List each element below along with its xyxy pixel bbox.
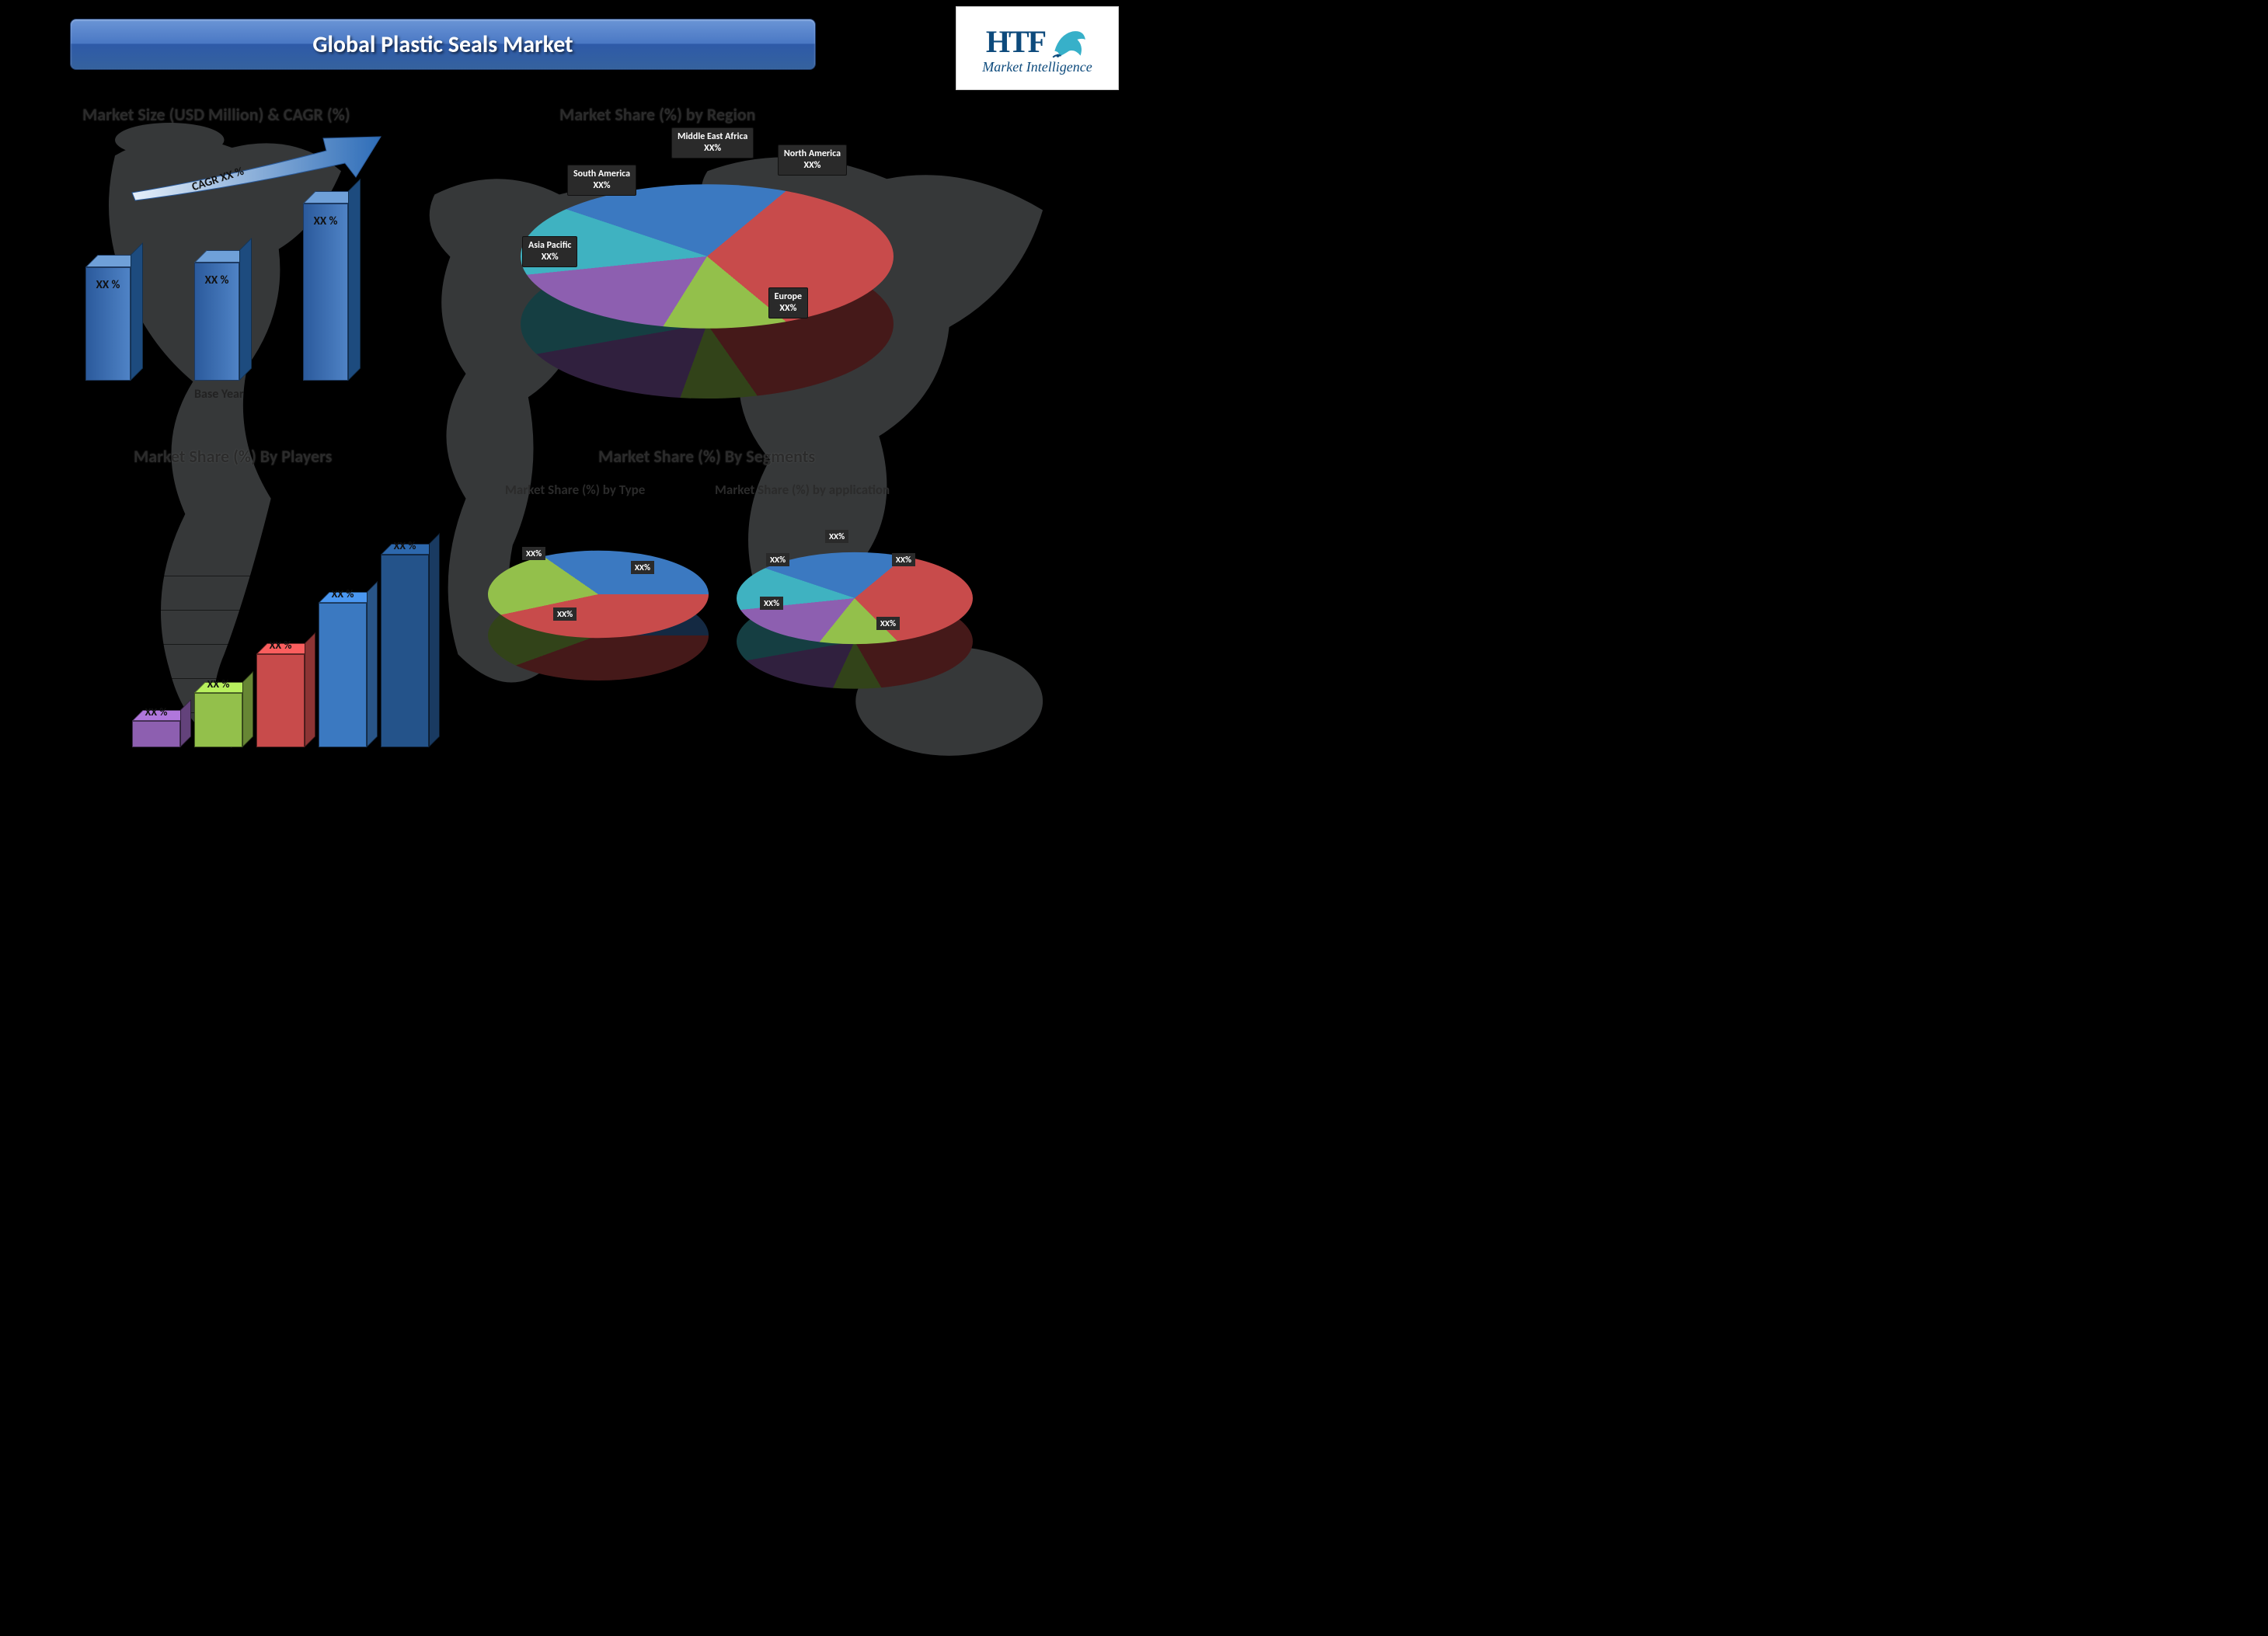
callout-europe: Europe XX% bbox=[768, 287, 808, 318]
sub-heading-by-application: Market Share (%) by application bbox=[715, 482, 890, 498]
callout: XX% bbox=[892, 553, 915, 566]
callout-north-america: North America XX% bbox=[778, 144, 847, 176]
logo-text-sub: Market Intelligence bbox=[982, 59, 1092, 75]
callout: XX% bbox=[876, 617, 900, 630]
heading-market-size: Market Size (USD Million) & CAGR (%) bbox=[82, 104, 350, 125]
region-pie-chart: North America XX% Europe XX% Asia Pacifi… bbox=[521, 132, 894, 381]
market-size-bar-chart: XX % XX % XX % bbox=[78, 179, 404, 381]
callout: XX% bbox=[522, 547, 545, 560]
bar: XX % bbox=[132, 721, 180, 747]
callout-mea: Middle East Africa XX% bbox=[671, 127, 754, 158]
callout: XX% bbox=[553, 607, 577, 621]
sub-heading-by-type: Market Share (%) by Type bbox=[505, 482, 645, 498]
callout: XX% bbox=[760, 597, 783, 610]
page-title: Global Plastic Seals Market bbox=[312, 30, 573, 59]
bar: XX % bbox=[381, 555, 429, 747]
callout-south-america: South America XX% bbox=[567, 165, 636, 196]
type-pie-chart: XX% XX% XX% bbox=[488, 519, 709, 670]
bar: XX % bbox=[194, 263, 239, 381]
players-bar-chart: XX % XX % XX % XX % XX % bbox=[117, 528, 458, 761]
bar: XX % bbox=[256, 654, 305, 747]
callout: XX% bbox=[825, 530, 848, 543]
bar-label: XX % bbox=[85, 278, 131, 292]
heading-market-share-players: Market Share (%) By Players bbox=[134, 446, 332, 467]
logo-text-main: HTF bbox=[986, 23, 1045, 60]
bar-label: XX % bbox=[303, 214, 348, 228]
bar-label: XX % bbox=[194, 273, 239, 287]
bar: XX % bbox=[303, 204, 348, 381]
heading-market-share-region: Market Share (%) by Region bbox=[559, 104, 755, 125]
callout: XX% bbox=[631, 561, 654, 574]
page-title-bar: Global Plastic Seals Market bbox=[70, 19, 816, 70]
bar: XX % bbox=[85, 267, 131, 381]
dolphin-icon bbox=[1048, 22, 1089, 62]
base-year-label: Base Year bbox=[194, 387, 244, 402]
application-pie-chart: XX% XX% XX% XX% XX% bbox=[737, 519, 973, 677]
bar: XX % bbox=[319, 603, 367, 747]
callout: XX% bbox=[766, 553, 789, 566]
heading-market-share-segments: Market Share (%) By Segments bbox=[598, 446, 815, 467]
htf-logo: HTF Market Intelligence bbox=[956, 6, 1119, 90]
callout-asia-pacific: Asia Pacific XX% bbox=[522, 236, 577, 267]
bar: XX % bbox=[194, 693, 242, 747]
